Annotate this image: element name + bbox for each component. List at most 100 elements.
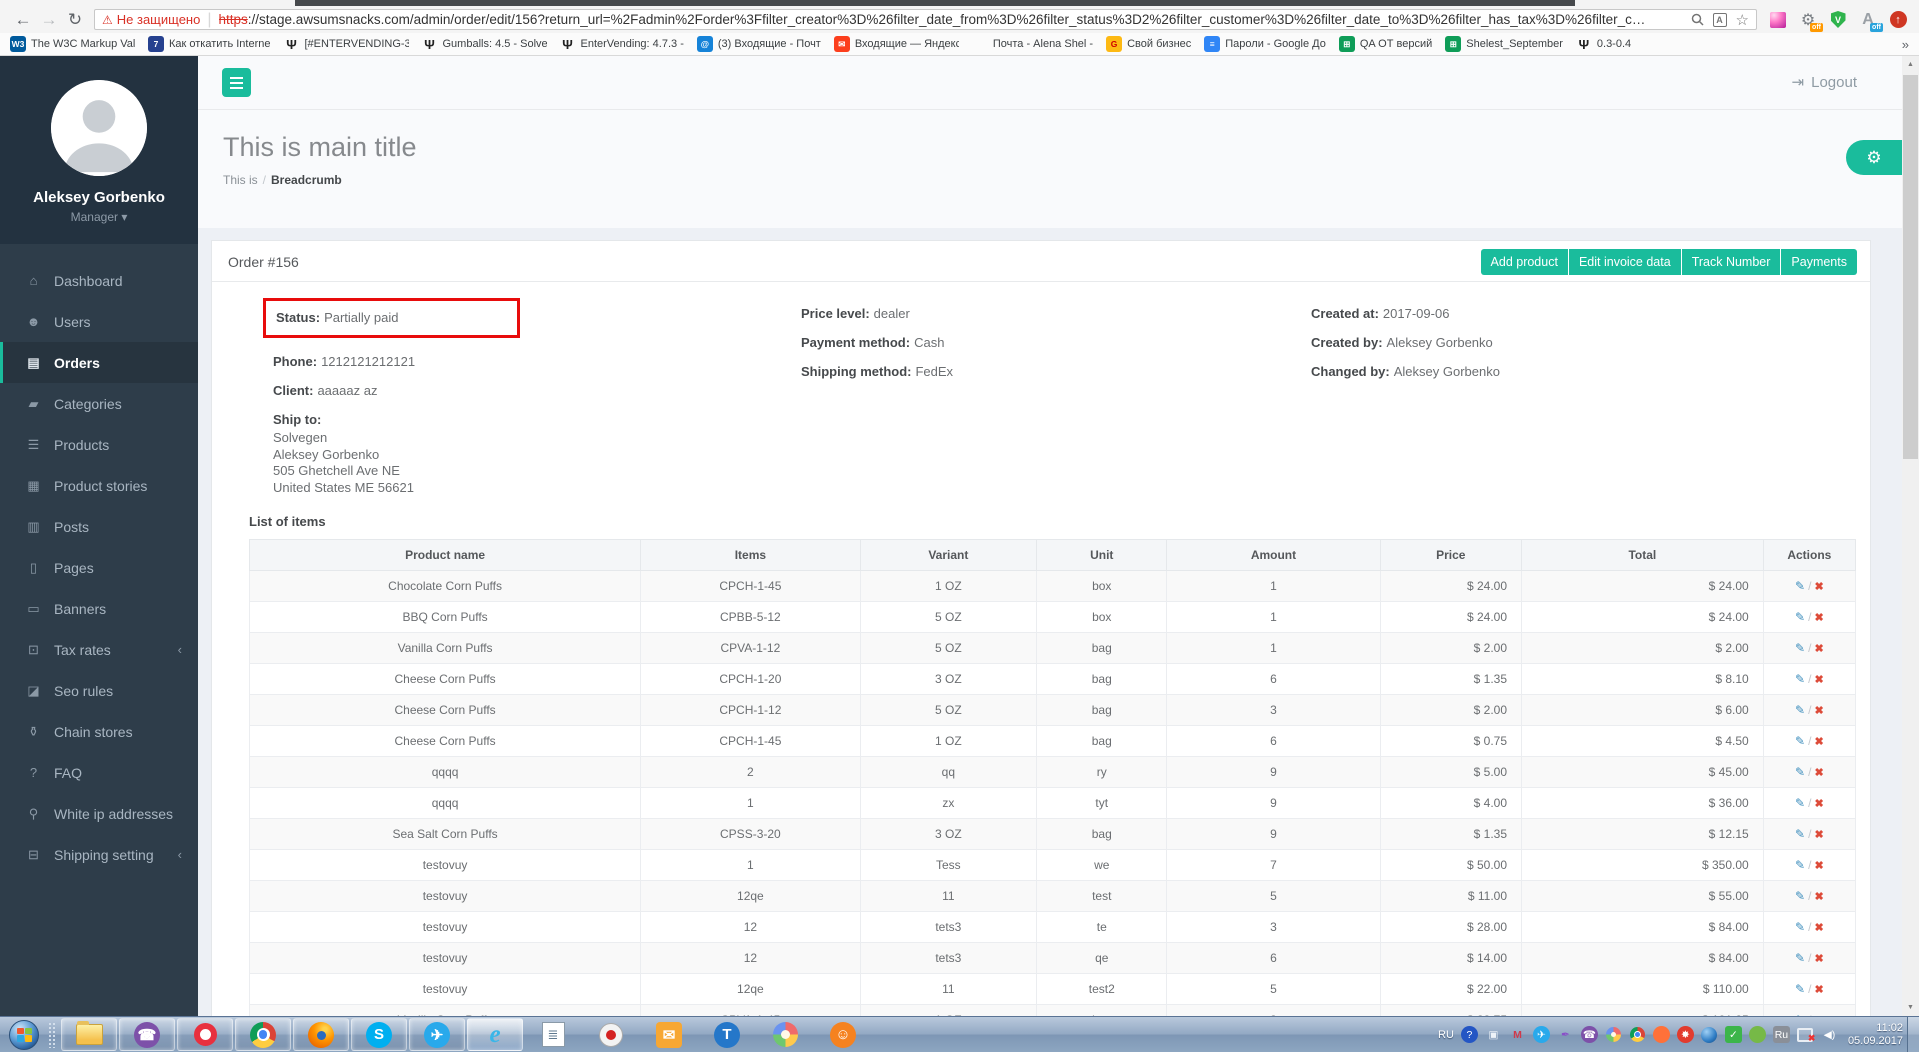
sidebar-toggle-button[interactable]	[222, 68, 251, 97]
skype-taskbar-button[interactable]: S	[351, 1018, 407, 1051]
sidebar-item-white-ip-addresses[interactable]: ⚲ White ip addresses	[0, 793, 198, 834]
bookmark-item[interactable]: ⊞ Shelest_September	[1445, 36, 1563, 52]
edit-item-button[interactable]: ✎	[1795, 982, 1806, 996]
reload-button[interactable]: ↻	[67, 10, 83, 29]
delete-item-button[interactable]: ✖	[1814, 860, 1824, 872]
sidebar-item-tax-rates[interactable]: ⊡ Tax rates ‹	[0, 629, 198, 670]
restore-window-icon[interactable]: ▣	[1488, 1028, 1499, 1041]
edit-item-button[interactable]: ✎	[1795, 610, 1806, 624]
quill-icon[interactable]: ✒	[1561, 1028, 1570, 1041]
bookmark-item[interactable]: ✉ Входящие — Яндекс	[833, 36, 959, 52]
rds-extension-icon[interactable]: ⚙ off	[1800, 11, 1823, 32]
delete-item-button[interactable]: ✖	[1814, 736, 1824, 748]
sidebar-item-pages[interactable]: ▯ Pages	[0, 547, 198, 588]
delete-item-button[interactable]: ✖	[1814, 984, 1824, 996]
translate-icon[interactable]: A	[1712, 12, 1727, 27]
url-bar[interactable]: ⚠ Не защищено | https://stage.awsumsnack…	[94, 9, 1757, 30]
url-text[interactable]: https://stage.awsumsnacks.com/admin/orde…	[219, 12, 1683, 27]
sidebar-item-shipping-setting[interactable]: ⊟ Shipping setting ‹	[0, 834, 198, 875]
breadcrumb-root[interactable]: This is	[223, 173, 258, 187]
sidebar-item-seo-rules[interactable]: ◪ Seo rules	[0, 670, 198, 711]
delete-item-button[interactable]: ✖	[1814, 612, 1824, 624]
edit-item-button[interactable]: ✎	[1795, 796, 1806, 810]
antivirus-shield-icon[interactable]: ✓	[1724, 1026, 1742, 1043]
chrome-taskbar-button[interactable]	[235, 1018, 291, 1051]
taskbar-clock[interactable]: 11:02 05.09.2017	[1848, 1022, 1903, 1048]
edit-invoice-data-button[interactable]: Edit invoice data	[1568, 249, 1681, 275]
thunderbird-taskbar-button[interactable]: T	[699, 1018, 755, 1051]
delete-item-button[interactable]: ✖	[1814, 891, 1824, 903]
leaf-icon[interactable]	[1748, 1026, 1766, 1043]
internet-explorer-taskbar-button[interactable]: e	[467, 1018, 523, 1051]
help-icon[interactable]: ?	[1460, 1026, 1478, 1043]
scroll-up-arrow[interactable]: ▲	[1907, 61, 1914, 68]
firefox-tray-icon[interactable]	[1652, 1026, 1670, 1043]
sidebar-item-orders[interactable]: ▤ Orders	[0, 342, 198, 383]
viber-tray-icon[interactable]: ☎	[1580, 1026, 1598, 1043]
palette-taskbar-button[interactable]	[757, 1018, 813, 1051]
sidebar-item-banners[interactable]: ▭ Banners	[0, 588, 198, 629]
palette-tray-icon[interactable]	[1605, 1026, 1622, 1043]
blue-sphere-icon[interactable]	[1701, 1026, 1718, 1043]
add-product-button[interactable]: Add product	[1480, 249, 1568, 275]
edit-item-button[interactable]: ✎	[1795, 951, 1806, 965]
zoom-icon[interactable]	[1691, 13, 1704, 26]
back-button[interactable]: ←	[14, 10, 32, 29]
delete-item-button[interactable]: ✖	[1814, 798, 1824, 810]
bookmark-star-icon[interactable]: ☆	[1735, 11, 1749, 29]
bookmark-item[interactable]: @ (3) Входящие - Почт	[696, 36, 821, 52]
edit-item-button[interactable]: ✎	[1795, 889, 1806, 903]
viber-taskbar-button[interactable]: ☎	[119, 1018, 175, 1051]
edit-item-button[interactable]: ✎	[1795, 920, 1806, 934]
bookmark-item[interactable]: Ψ [#ENTERVENDING-3	[284, 36, 408, 52]
forward-button[interactable]: →	[40, 10, 58, 29]
language-indicator[interactable]: RU	[1438, 1028, 1454, 1041]
sidebar-item-products[interactable]: ☰ Products	[0, 424, 198, 465]
delete-item-button[interactable]: ✖	[1814, 581, 1824, 593]
track-number-button[interactable]: Track Number	[1681, 249, 1781, 275]
edit-item-button[interactable]: ✎	[1795, 1013, 1805, 1016]
sidebar-item-categories[interactable]: ▰ Categories	[0, 383, 198, 424]
scrollbar[interactable]: ▲ ▼	[1902, 56, 1919, 1016]
edit-item-button[interactable]: ✎	[1795, 672, 1806, 686]
chrome-tray-icon[interactable]	[1629, 1026, 1646, 1043]
edit-item-button[interactable]: ✎	[1795, 858, 1806, 872]
sidebar-item-faq[interactable]: ? FAQ	[0, 752, 198, 793]
bookmark-item[interactable]: Почта - Alena Shel -	[972, 36, 1093, 52]
edit-item-button[interactable]: ✎	[1795, 641, 1806, 655]
pink-extension-icon[interactable]	[1769, 11, 1787, 29]
delete-item-button[interactable]: ✖	[1814, 1015, 1823, 1016]
delete-item-button[interactable]: ✖	[1814, 953, 1824, 965]
bookmark-item[interactable]: W3 The W3C Markup Val	[10, 36, 135, 52]
logout-button[interactable]: ⇥ Logout	[1791, 73, 1857, 92]
settings-fab-button[interactable]: ⚙	[1846, 140, 1902, 175]
delete-item-button[interactable]: ✖	[1814, 829, 1824, 841]
file-explorer-taskbar-button[interactable]	[61, 1018, 117, 1051]
bookmark-item[interactable]: 7 Как откатить Interne	[148, 36, 271, 52]
bookmark-item[interactable]: Ψ EnterVending: 4.7.3 -	[560, 36, 684, 52]
firefox-taskbar-button[interactable]	[293, 1018, 349, 1051]
user-role-dropdown[interactable]: Manager ▾	[70, 210, 128, 224]
start-button[interactable]	[9, 1019, 39, 1050]
opera-taskbar-button[interactable]	[177, 1018, 233, 1051]
bookmarks-overflow-chevron[interactable]: »	[1901, 36, 1909, 52]
scroll-down-arrow[interactable]: ▼	[1907, 1004, 1914, 1011]
telegram-tray-icon[interactable]: ✈	[1532, 1026, 1550, 1043]
delete-item-button[interactable]: ✖	[1814, 643, 1824, 655]
pinwheel-icon[interactable]: ✸	[1676, 1026, 1694, 1043]
edit-item-button[interactable]: ✎	[1795, 703, 1806, 717]
show-desktop-button[interactable]	[1907, 1016, 1919, 1052]
maxthon-icon[interactable]: M	[1513, 1028, 1522, 1041]
delete-item-button[interactable]: ✖	[1814, 705, 1824, 717]
edit-item-button[interactable]: ✎	[1795, 579, 1806, 593]
scrollbar-thumb[interactable]	[1903, 75, 1918, 459]
payments-button[interactable]: Payments	[1781, 249, 1857, 275]
bookmark-item[interactable]: ⊞ QA ОТ версий	[1338, 36, 1432, 52]
sidebar-item-posts[interactable]: ▥ Posts	[0, 506, 198, 547]
volume-icon[interactable]: ◀)	[1823, 1028, 1836, 1041]
recorder-taskbar-button[interactable]	[583, 1018, 639, 1051]
delete-item-button[interactable]: ✖	[1814, 767, 1824, 779]
assistant-taskbar-button[interactable]: ☺	[815, 1018, 871, 1051]
sidebar-item-dashboard[interactable]: ⌂ Dashboard	[0, 260, 198, 301]
